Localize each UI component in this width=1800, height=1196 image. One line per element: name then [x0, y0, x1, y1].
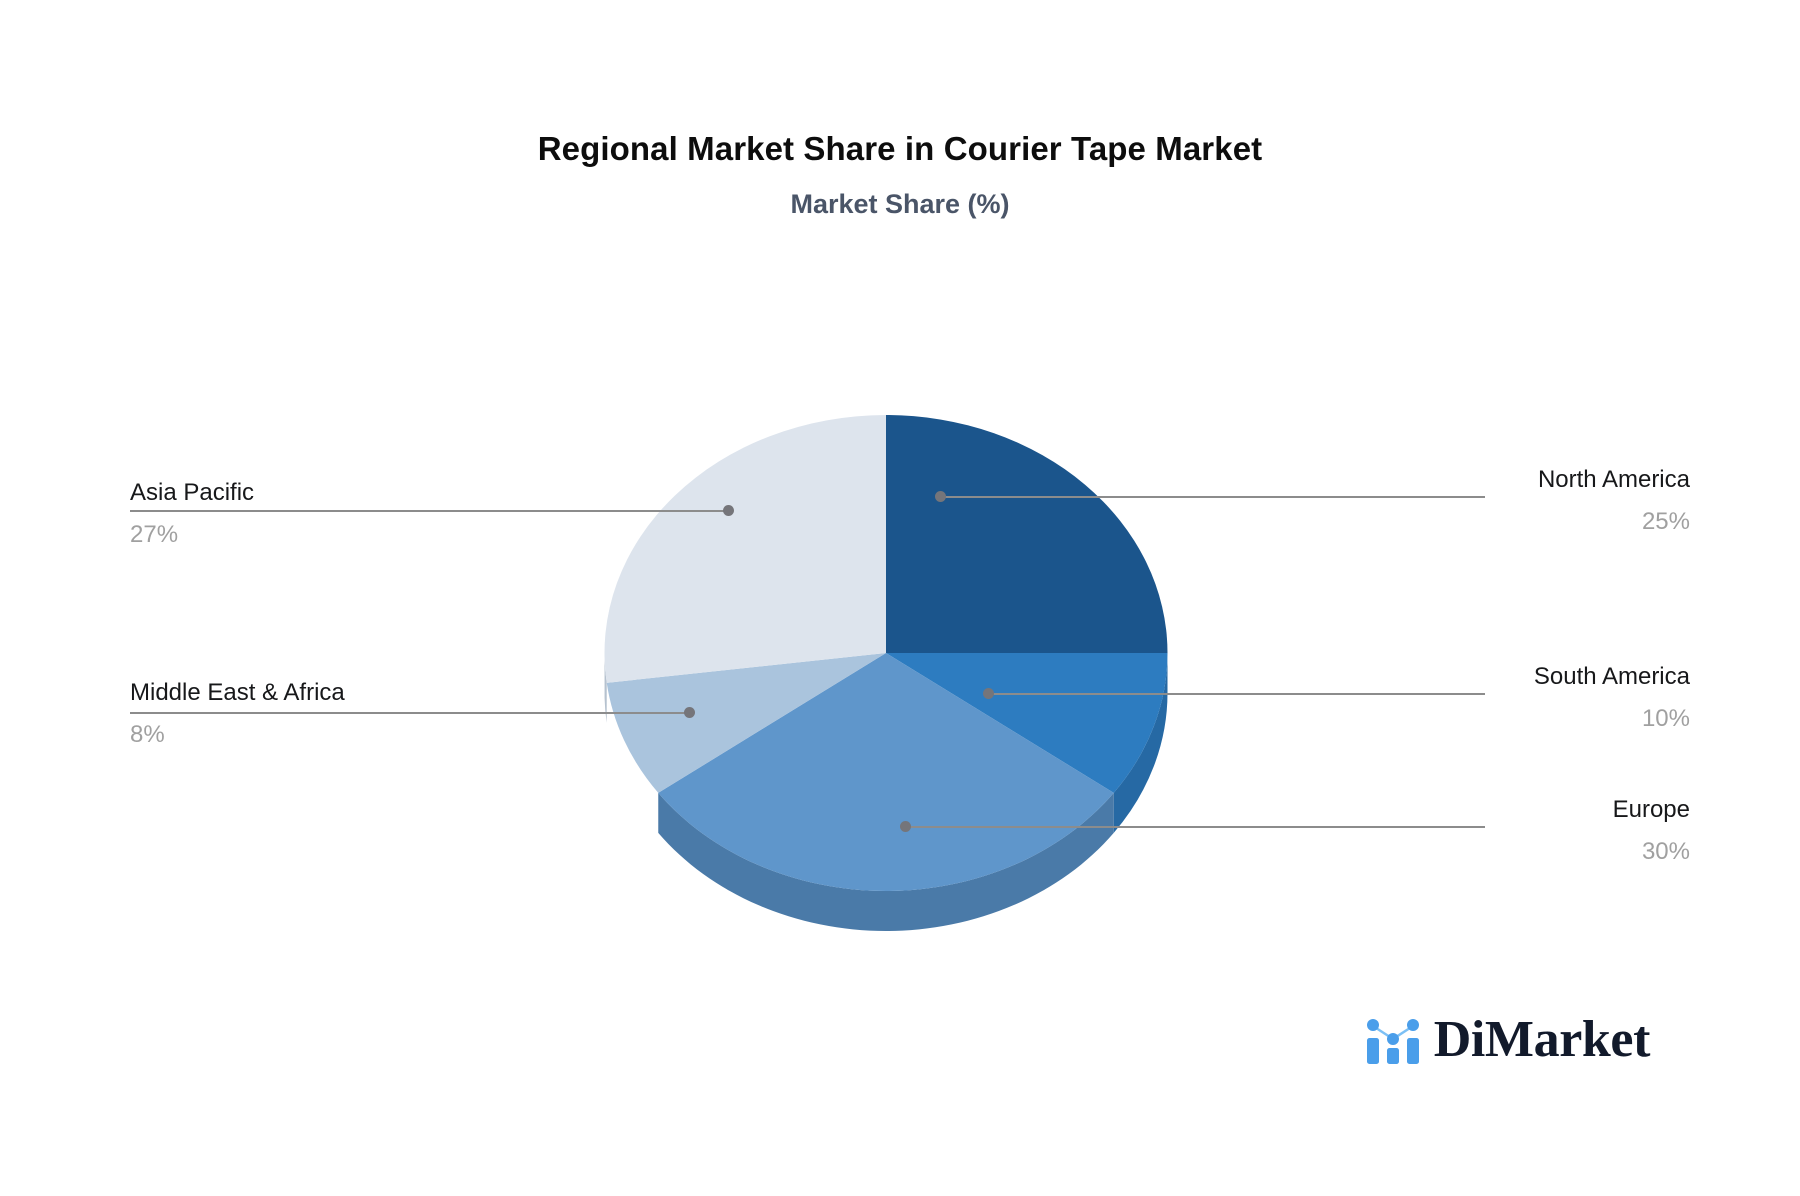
label-north-america-value: 25% — [1641, 508, 1690, 535]
label-north-america-name: North America — [1537, 466, 1690, 493]
label-middle-east-africa[interactable]: Middle East & Africa 8% — [130, 678, 345, 750]
leader-dot-middle-east-africa — [684, 707, 695, 718]
slice-side-europe — [658, 792, 1114, 931]
label-asia-pacific-value: 27% — [130, 521, 179, 548]
leader-line-south-america — [988, 693, 1485, 695]
brand-logo[interactable]: DiMarket — [1365, 1014, 1650, 1066]
leader-line-asia-pacific — [130, 510, 730, 512]
label-middle-east-africa-name: Middle East & Africa — [130, 679, 345, 706]
label-south-america-value: 10% — [1641, 705, 1690, 732]
slice-asia-pacific[interactable] — [604, 415, 887, 683]
label-middle-east-africa-value: 8% — [130, 721, 165, 748]
label-south-america-name: South America — [1533, 663, 1690, 690]
leader-dot-north-america — [935, 491, 946, 502]
leader-line-europe — [905, 826, 1485, 828]
label-north-america[interactable]: North America 25% — [1538, 465, 1690, 537]
slice-side-asia-pacific — [604, 657, 607, 723]
leader-line-north-america — [940, 496, 1485, 498]
chart-subtitle: Market Share (%) — [790, 189, 1010, 219]
pie-slices — [604, 415, 1168, 891]
leader-dot-asia-pacific — [723, 505, 734, 516]
leader-line-middle-east-africa — [130, 712, 690, 714]
slice-side-south-america — [1113, 653, 1168, 833]
slice-south-america[interactable] — [886, 653, 1168, 793]
chart-title: Regional Market Share in Courier Tape Ma… — [537, 130, 1263, 167]
bar-chart-logo-icon — [1366, 1019, 1419, 1064]
label-europe-name: Europe — [1612, 796, 1690, 823]
slice-north-america[interactable] — [886, 415, 1168, 653]
leader-dot-south-america — [983, 688, 994, 699]
label-south-america[interactable]: South America 10% — [1534, 662, 1690, 734]
pie-chart — [575, 355, 1235, 955]
label-asia-pacific-name: Asia Pacific — [130, 479, 255, 506]
slice-europe[interactable] — [658, 653, 1114, 891]
label-europe[interactable]: Europe 30% — [1613, 795, 1690, 867]
leader-dot-europe — [900, 821, 911, 832]
label-europe-value: 30% — [1641, 838, 1690, 865]
pie-depth-walls — [604, 653, 1168, 931]
pie-chart-svg — [604, 415, 1168, 931]
slice-middle-east-africa[interactable] — [606, 653, 886, 793]
label-asia-pacific[interactable]: Asia Pacific 27% — [130, 478, 254, 550]
brand-name: DiMarket — [1433, 1011, 1651, 1068]
